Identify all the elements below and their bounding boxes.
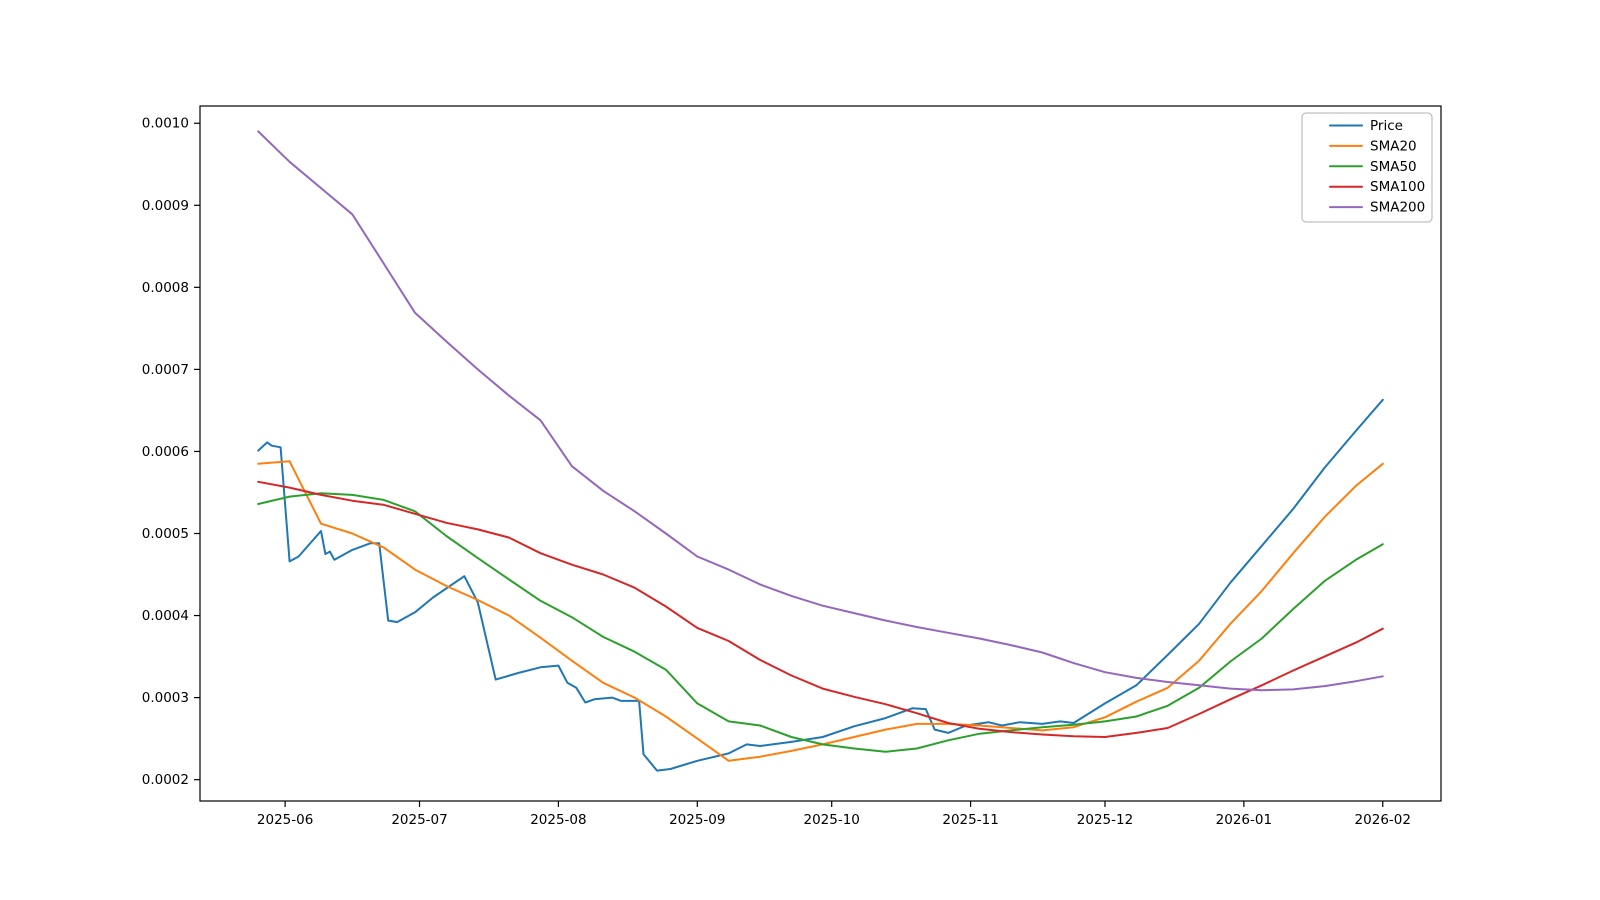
- legend-label-price: Price: [1370, 118, 1403, 134]
- series-line-sma50: [257, 492, 1384, 753]
- legend-label-sma200: SMA200: [1370, 200, 1425, 216]
- axes-border: [199, 105, 1442, 802]
- y-axis-tick-label: 0.0010: [142, 116, 189, 132]
- y-axis-tick-label: 0.0009: [142, 198, 189, 214]
- y-axis-tick-label: 0.0003: [142, 690, 189, 706]
- y-axis-tick-label: 0.0006: [142, 444, 189, 460]
- series-line-sma200: [257, 130, 1384, 692]
- x-axis-tick-label: 2025-08: [530, 812, 586, 828]
- legend-label-sma20: SMA20: [1370, 138, 1417, 154]
- series-line-price: [257, 398, 1384, 772]
- legend-box: [1301, 112, 1433, 223]
- series-line-sma100: [257, 480, 1384, 738]
- x-axis-tick-label: 2026-02: [1355, 812, 1411, 828]
- x-axis-tick-label: 2025-06: [257, 812, 313, 828]
- x-axis-tick-label: 2025-12: [1077, 812, 1133, 828]
- y-axis-tick-label: 0.0002: [142, 772, 189, 788]
- legend-label-sma50: SMA50: [1370, 159, 1417, 175]
- x-axis-tick-label: 2025-11: [942, 812, 998, 828]
- y-axis-tick-label: 0.0007: [142, 362, 189, 378]
- x-axis-tick-label: 2026-01: [1216, 812, 1272, 828]
- x-axis-tick-label: 2025-09: [669, 812, 725, 828]
- y-axis-tick-label: 0.0008: [142, 280, 189, 296]
- y-axis-tick-label: 0.0004: [142, 608, 189, 624]
- legend-label-sma100: SMA100: [1370, 179, 1425, 195]
- y-axis-tick-label: 0.0005: [142, 526, 189, 542]
- x-axis-tick-label: 2025-07: [391, 812, 447, 828]
- x-axis-tick-label: 2025-10: [803, 812, 859, 828]
